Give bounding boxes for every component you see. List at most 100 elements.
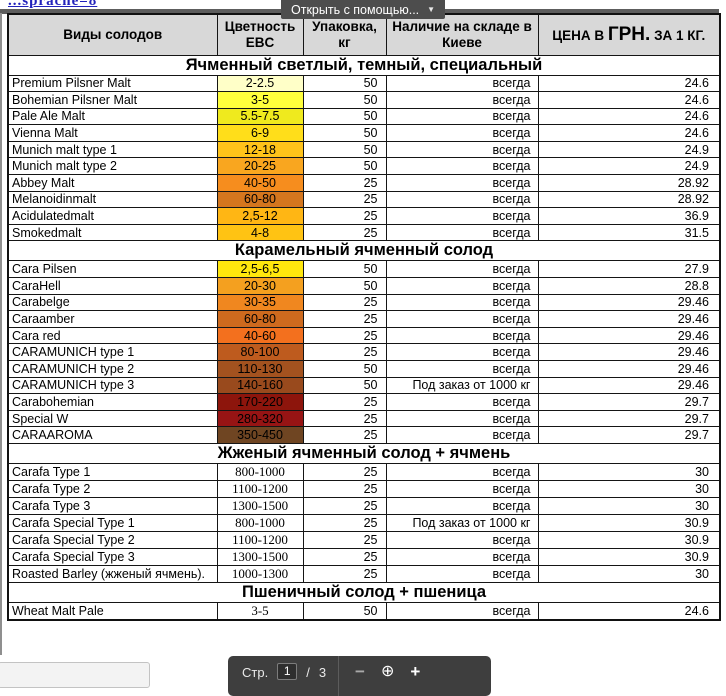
ebc-value-cell: 3-5 [216, 601, 304, 621]
ebc-value-cell: 20-25 [216, 157, 304, 176]
zoom-controls: − ⊕ + [339, 656, 434, 680]
chevron-down-icon: ▼ [427, 5, 436, 14]
price-cell: 30.9 [537, 547, 721, 566]
packaging-cell: 25 [302, 326, 387, 345]
stock-cell: всегда [385, 530, 539, 549]
price-cell: 30 [537, 479, 721, 498]
malt-name-cell: Carafa Special Type 3 [7, 547, 218, 566]
stock-cell: всегда [385, 393, 539, 411]
price-cell: 36.9 [537, 207, 721, 225]
page-number-input[interactable]: 1 [277, 663, 298, 680]
stock-cell: всегда [385, 91, 539, 109]
table-row: Caraamber 60-80 25 всегда 29.46 [7, 310, 721, 328]
malt-name-cell: CaraHell [7, 277, 218, 295]
packaging-cell: 25 [302, 223, 387, 242]
packaging-cell: 50 [302, 260, 387, 279]
packaging-cell: 25 [302, 462, 387, 481]
ebc-value-cell: 3-5 [216, 91, 304, 109]
col-header-ebc-color: Цветность EBC [216, 13, 304, 56]
ebc-value-cell: 350-450 [216, 426, 304, 444]
ebc-value-cell: 5.5-7.5 [216, 107, 304, 126]
packaging-cell: 50 [302, 91, 387, 109]
malt-name-cell: Roasted Barley (жженый ячмень). [7, 564, 218, 583]
stock-cell: всегда [385, 547, 539, 566]
price-cell: 24.6 [537, 124, 721, 142]
table-header-row: Виды солодов Цветность EBC Упаковка, кг … [7, 13, 721, 56]
zoom-in-icon[interactable]: + [410, 662, 421, 681]
malt-name-cell: Carafa Type 3 [7, 496, 218, 515]
malt-name-cell: Carafa Special Type 1 [7, 513, 218, 532]
packaging-cell: 50 [302, 360, 387, 378]
page-left-edge [0, 13, 2, 655]
ebc-value-cell: 80-100 [216, 343, 304, 361]
ebc-value-cell: 110-130 [216, 360, 304, 378]
stock-cell: всегда [385, 174, 539, 192]
malt-name-cell: CARAMUNICH type 2 [7, 360, 218, 378]
toolbar-divider [338, 656, 340, 696]
stock-cell: всегда [385, 496, 539, 515]
stock-cell: всегда [385, 564, 539, 583]
malt-name-cell: Pale Ale Malt [7, 107, 218, 126]
table-row: Melanoidinmalt 60-80 25 всегда 28.92 [7, 190, 721, 209]
ebc-value-cell: 40-50 [216, 174, 304, 192]
page-navigation: Стр. 1 / 3 [228, 656, 338, 680]
top-partial-link[interactable]: ...sprache=8 [8, 0, 98, 9]
packaging-cell: 50 [302, 124, 387, 142]
stock-cell: всегда [385, 140, 539, 159]
table-row: CARAAROMA 350-450 25 всегда 29.7 [7, 426, 721, 444]
price-cell: 28.8 [537, 277, 721, 295]
malt-name-cell: Carabohemian [7, 393, 218, 411]
table-row: Carabohemian 170-220 25 всегда 29.7 [7, 393, 721, 411]
table-row: Bohemian Pilsner Malt 3-5 50 всегда 24.6 [7, 91, 721, 109]
stock-cell: всегда [385, 223, 539, 242]
table-row: Acidulatedmalt 2,5-12 25 всегда 36.9 [7, 207, 721, 225]
ebc-value-cell: 12-18 [216, 140, 304, 159]
stock-cell: всегда [385, 360, 539, 378]
col-header-packaging: Упаковка, кг [302, 13, 387, 56]
ebc-value-cell: 1000-1300 [216, 564, 304, 583]
total-pages: 3 [318, 664, 327, 680]
price-cell: 29.46 [537, 360, 721, 378]
malt-name-cell: Vienna Malt [7, 124, 218, 142]
malt-name-cell: Munich malt type 1 [7, 140, 218, 159]
packaging-cell: 25 [302, 190, 387, 209]
packaging-cell: 25 [302, 513, 387, 532]
table-row: Munich malt type 1 12-18 50 всегда 24.9 [7, 140, 721, 159]
packaging-cell: 25 [302, 479, 387, 498]
ebc-value-cell: 170-220 [216, 393, 304, 411]
ebc-value-cell: 2,5-12 [216, 207, 304, 225]
malt-name-cell: Melanoidinmalt [7, 190, 218, 209]
price-cell: 27.9 [537, 260, 721, 279]
packaging-cell: 50 [302, 601, 387, 621]
price-cell: 30.9 [537, 513, 721, 532]
price-cell: 29.7 [537, 409, 721, 428]
open-with-button[interactable]: Открыть с помощью... ▼ [281, 0, 446, 19]
stock-cell: всегда [385, 190, 539, 209]
malt-name-cell: Munich malt type 2 [7, 157, 218, 176]
table-row: CaraHell 20-30 50 всегда 28.8 [7, 277, 721, 295]
packaging-cell: 25 [302, 207, 387, 225]
stock-cell: Под заказ от 1000 кг [385, 513, 539, 532]
table-row: Carafa Special Type 3 1300-1500 25 всегда 30… [7, 547, 721, 566]
stock-cell: всегда [385, 260, 539, 279]
price-cell: 29.7 [537, 426, 721, 444]
packaging-cell: 50 [302, 140, 387, 159]
ebc-value-cell: 800-1000 [216, 513, 304, 532]
malt-price-table: Виды солодов Цветность EBC Упаковка, кг … [7, 13, 721, 621]
malt-name-cell: Cara red [7, 326, 218, 345]
zoom-fit-icon[interactable]: ⊕ [380, 663, 395, 680]
table-row: CARAMUNICH type 2 110-130 50 всегда 29.46 [7, 360, 721, 378]
packaging-cell: 50 [302, 107, 387, 126]
malt-name-cell: Carafa Type 2 [7, 479, 218, 498]
ebc-value-cell: 30-35 [216, 293, 304, 312]
packaging-cell: 50 [302, 74, 387, 93]
price-cell: 29.46 [537, 343, 721, 361]
ebc-value-cell: 2-2.5 [216, 74, 304, 93]
stock-cell: всегда [385, 207, 539, 225]
price-cell: 24.9 [537, 140, 721, 159]
stock-cell: всегда [385, 157, 539, 176]
malt-name-cell: CARAMUNICH type 1 [7, 343, 218, 361]
open-with-label: Открыть с помощью... [291, 2, 420, 17]
zoom-out-icon[interactable]: − [355, 662, 365, 681]
stock-cell: Под заказ от 1000 кг [385, 376, 539, 395]
